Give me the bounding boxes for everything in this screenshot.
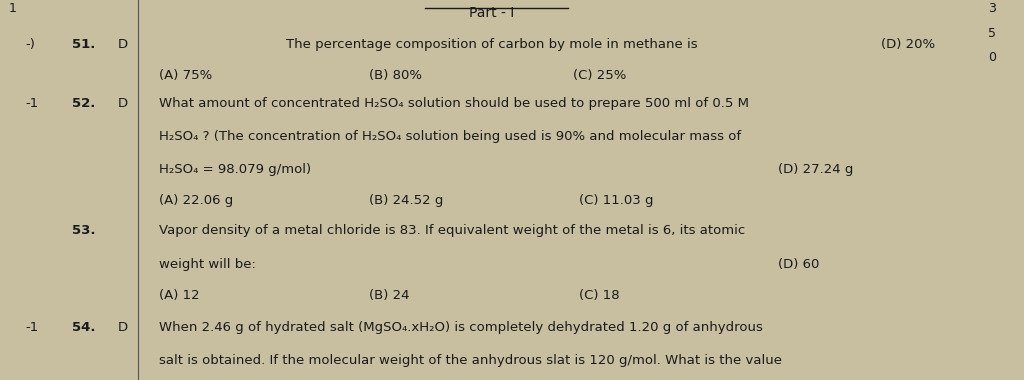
- Text: -1: -1: [26, 97, 39, 110]
- Text: (D) 60: (D) 60: [778, 258, 819, 271]
- Text: D: D: [118, 97, 128, 110]
- Text: (A) 12: (A) 12: [159, 289, 200, 302]
- Text: (C) 25%: (C) 25%: [573, 69, 627, 82]
- Text: What amount of concentrated H₂SO₄ solution should be used to prepare 500 ml of 0: What amount of concentrated H₂SO₄ soluti…: [159, 97, 749, 110]
- Text: 3: 3: [988, 2, 996, 15]
- Text: The percentage composition of carbon by mole in methane is: The percentage composition of carbon by …: [286, 38, 697, 51]
- Text: 52.: 52.: [72, 97, 95, 110]
- Text: (B) 24.52 g: (B) 24.52 g: [369, 194, 443, 207]
- Text: (D) 27.24 g: (D) 27.24 g: [778, 163, 854, 176]
- Text: (D) 20%: (D) 20%: [881, 38, 935, 51]
- Text: H₂SO₄ ? (The concentration of H₂SO₄ solution being used is 90% and molecular mas: H₂SO₄ ? (The concentration of H₂SO₄ solu…: [159, 130, 740, 143]
- Text: 53.: 53.: [72, 224, 95, 237]
- Text: (C) 11.03 g: (C) 11.03 g: [579, 194, 653, 207]
- Text: H₂SO₄ = 98.079 g/mol): H₂SO₄ = 98.079 g/mol): [159, 163, 311, 176]
- Text: salt is obtained. If the molecular weight of the anhydrous slat is 120 g/mol. Wh: salt is obtained. If the molecular weigh…: [159, 354, 781, 367]
- Text: weight will be:: weight will be:: [159, 258, 256, 271]
- Text: (B) 24: (B) 24: [369, 289, 410, 302]
- Text: D: D: [118, 38, 128, 51]
- Text: 0: 0: [988, 51, 996, 64]
- Text: 5: 5: [988, 27, 996, 40]
- Text: 1: 1: [8, 2, 16, 15]
- Text: D: D: [118, 321, 128, 334]
- Text: Part - I: Part - I: [469, 6, 514, 20]
- Text: Vapor density of a metal chloride is 83. If equivalent weight of the metal is 6,: Vapor density of a metal chloride is 83.…: [159, 224, 745, 237]
- Text: (C) 18: (C) 18: [579, 289, 620, 302]
- Text: 54.: 54.: [72, 321, 95, 334]
- Text: (B) 80%: (B) 80%: [369, 69, 422, 82]
- Text: -1: -1: [26, 321, 39, 334]
- Text: When 2.46 g of hydrated salt (MgSO₄.xH₂O) is completely dehydrated 1.20 g of anh: When 2.46 g of hydrated salt (MgSO₄.xH₂O…: [159, 321, 763, 334]
- Text: (A) 22.06 g: (A) 22.06 g: [159, 194, 233, 207]
- Text: 51.: 51.: [72, 38, 95, 51]
- Text: (A) 75%: (A) 75%: [159, 69, 212, 82]
- Text: -): -): [26, 38, 36, 51]
